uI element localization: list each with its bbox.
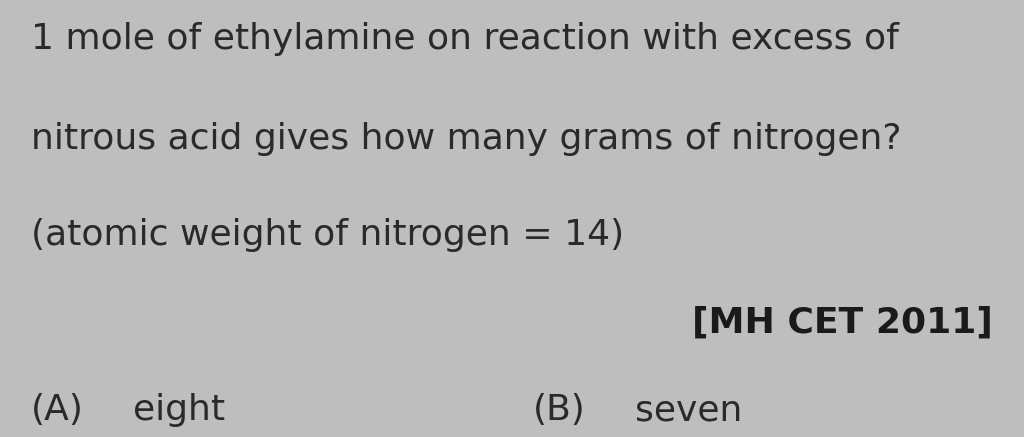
Text: seven: seven	[635, 393, 742, 427]
Text: (atomic weight of nitrogen = 14): (atomic weight of nitrogen = 14)	[31, 218, 624, 253]
Text: (A): (A)	[31, 393, 84, 427]
Text: [MH CET 2011]: [MH CET 2011]	[692, 306, 993, 340]
Text: eight: eight	[133, 393, 225, 427]
Text: (B): (B)	[532, 393, 586, 427]
Text: nitrous acid gives how many grams of nitrogen?: nitrous acid gives how many grams of nit…	[31, 122, 901, 156]
Text: 1 mole of ethylamine on reaction with excess of: 1 mole of ethylamine on reaction with ex…	[31, 22, 899, 56]
